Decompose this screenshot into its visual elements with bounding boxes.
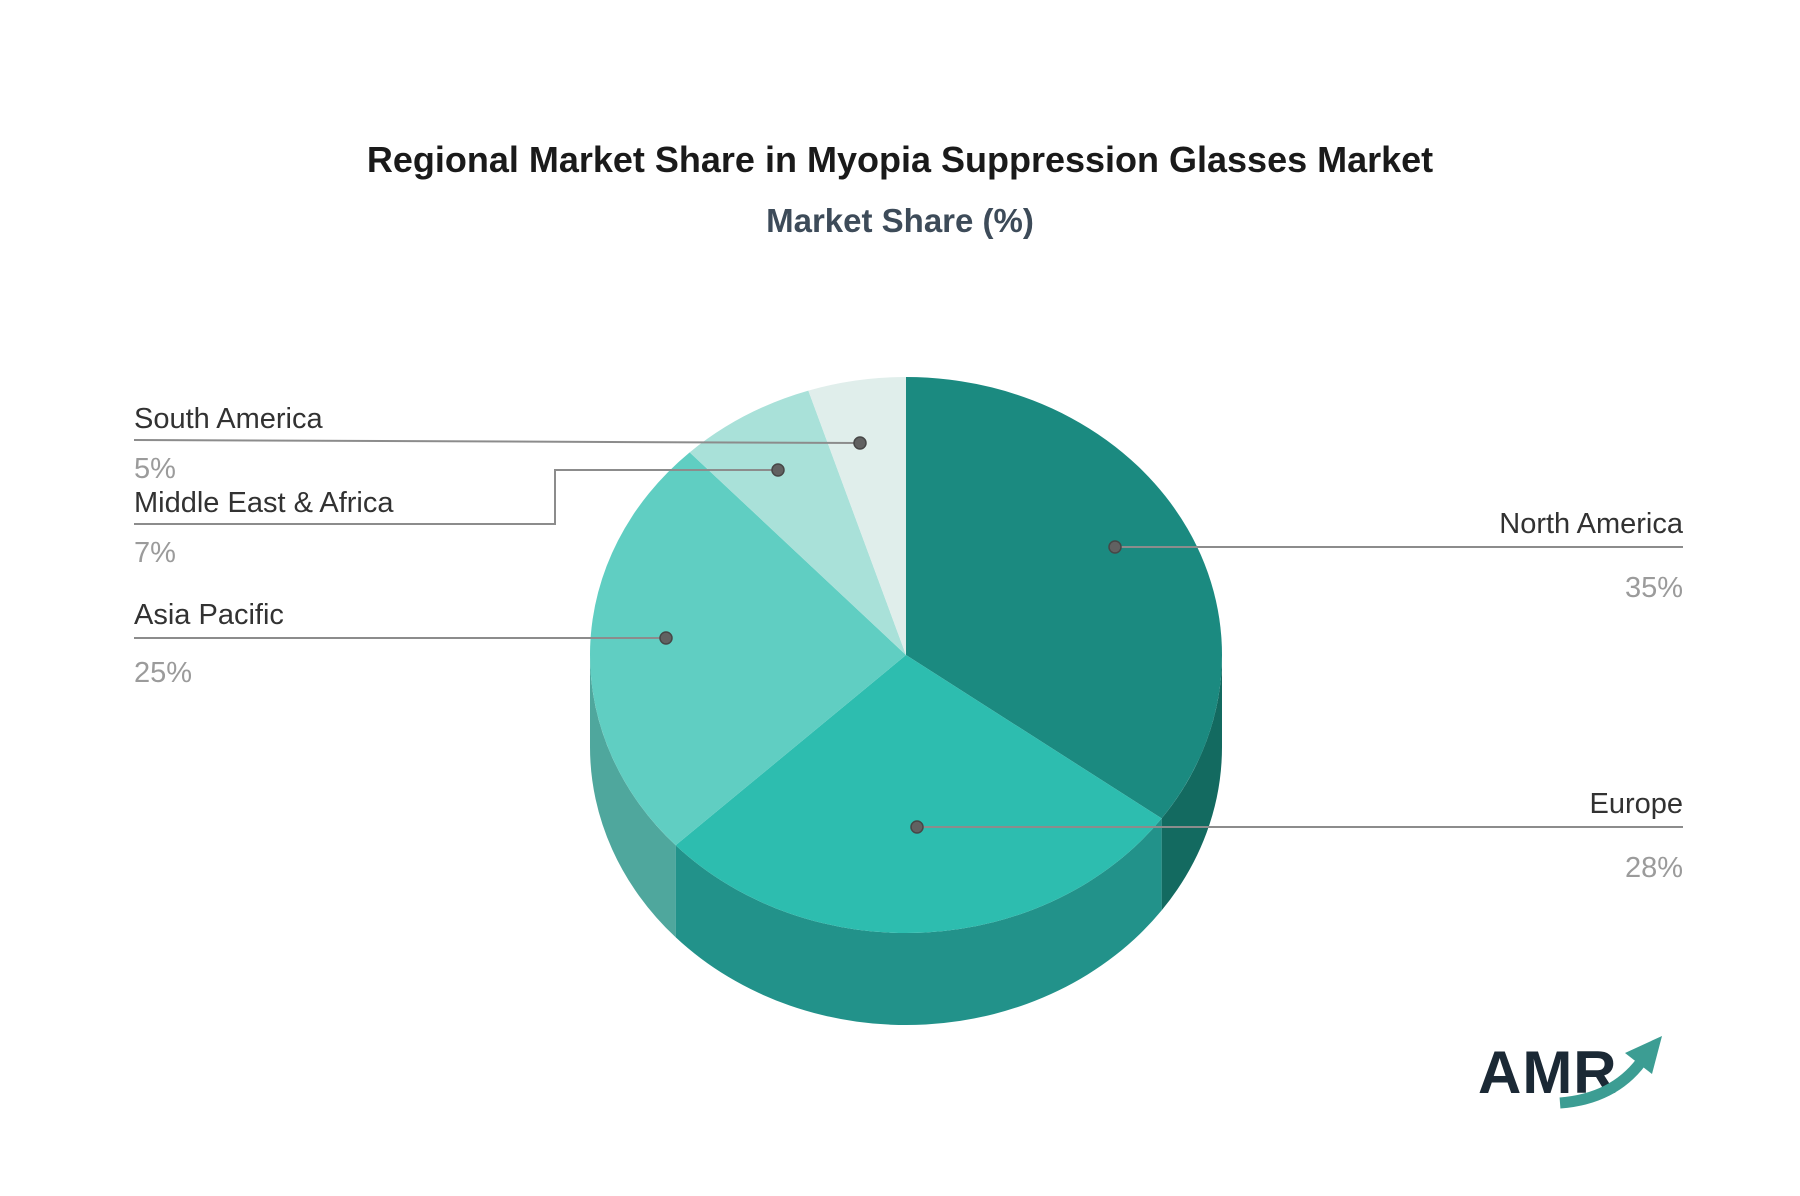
north-america-percent: 35% xyxy=(1625,572,1683,604)
pie-slice-europe[interactable] xyxy=(675,655,1162,933)
asia-pacific-percent: 25% xyxy=(134,657,192,689)
amr-logo-arrow-head-icon xyxy=(1625,1036,1662,1074)
south-america-percent: 5% xyxy=(134,453,176,485)
north-america-label: North America xyxy=(1499,508,1684,540)
north-america-dot xyxy=(1108,540,1122,554)
europe-dot xyxy=(910,820,924,834)
south-america-leader-line xyxy=(133,439,861,444)
pie-slice-side-asia-pacific[interactable] xyxy=(590,655,676,938)
callout-labels-right: North America 35% Europe 28% xyxy=(1499,508,1684,884)
pie-slice-middle-east-africa[interactable] xyxy=(689,390,906,655)
europe-label: Europe xyxy=(1589,788,1683,820)
callout-labels-left: South America 5% Middle East & Africa 7%… xyxy=(134,403,394,689)
middle-east-africa-label: Middle East & Africa xyxy=(134,487,394,519)
chart-title: Regional Market Share in Myopia Suppress… xyxy=(367,139,1433,180)
amr-logo: AMR xyxy=(1478,1036,1662,1109)
pie xyxy=(590,377,1222,1025)
asia-pacific-label: Asia Pacific xyxy=(134,599,284,631)
pie-slice-side-north-america[interactable] xyxy=(1161,655,1222,911)
south-america-dot xyxy=(853,436,867,450)
chart-subtitle: Market Share (%) xyxy=(766,202,1034,239)
pie-slice-side-europe[interactable] xyxy=(675,818,1162,1025)
amr-logo-arrow-swoosh xyxy=(1559,1058,1646,1109)
south-america-label: South America xyxy=(134,403,323,435)
europe-percent: 28% xyxy=(1625,852,1683,884)
pie-slice-south-america[interactable] xyxy=(808,377,906,655)
pie-slice-north-america[interactable] xyxy=(906,377,1222,819)
middle-east-africa-leader-line xyxy=(134,469,778,525)
callout-lines xyxy=(133,436,1683,834)
pie-slice-asia-pacific[interactable] xyxy=(590,452,906,846)
middle-east-africa-percent: 7% xyxy=(134,537,176,569)
middle-east-africa-dot xyxy=(771,463,785,477)
asia-pacific-dot xyxy=(659,631,673,645)
